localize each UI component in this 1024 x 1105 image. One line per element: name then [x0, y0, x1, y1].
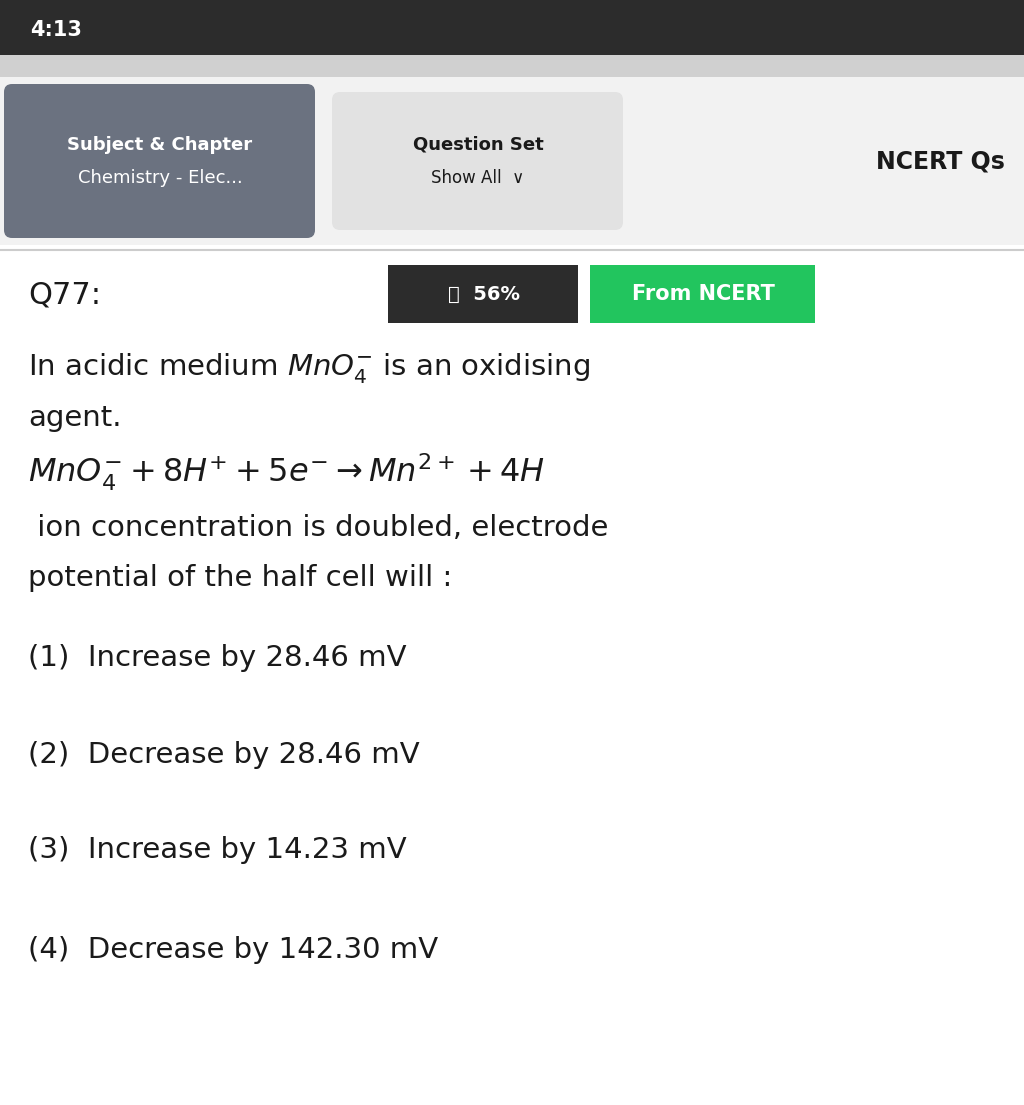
- Text: (1)  Increase by 28.46 mV: (1) Increase by 28.46 mV: [28, 644, 407, 672]
- Text: agent.: agent.: [28, 404, 122, 432]
- Text: Show All  ∨: Show All ∨: [431, 169, 524, 187]
- Text: From NCERT: From NCERT: [632, 284, 774, 304]
- Text: ion concentration is doubled, electrode: ion concentration is doubled, electrode: [28, 514, 608, 541]
- FancyBboxPatch shape: [0, 77, 1024, 245]
- Text: $MnO_4^{-} + 8H^{+} + 5e^{-} \rightarrow Mn^{2+} + 4H$: $MnO_4^{-} + 8H^{+} + 5e^{-} \rightarrow…: [28, 451, 545, 493]
- Text: 👍  56%: 👍 56%: [449, 284, 520, 304]
- Text: In acidic medium $MnO_4^{-}$ is an oxidising: In acidic medium $MnO_4^{-}$ is an oxidi…: [28, 351, 590, 385]
- FancyBboxPatch shape: [332, 92, 623, 230]
- Text: 4:13: 4:13: [30, 20, 82, 40]
- FancyBboxPatch shape: [590, 265, 815, 323]
- FancyBboxPatch shape: [0, 55, 1024, 77]
- FancyBboxPatch shape: [4, 84, 315, 238]
- Text: (2)  Decrease by 28.46 mV: (2) Decrease by 28.46 mV: [28, 741, 420, 769]
- Text: potential of the half cell will :: potential of the half cell will :: [28, 564, 453, 592]
- Text: NCERT Qs: NCERT Qs: [877, 150, 1005, 173]
- FancyBboxPatch shape: [388, 265, 578, 323]
- Text: Subject & Chapter: Subject & Chapter: [68, 136, 253, 154]
- Text: Question Set: Question Set: [413, 136, 544, 154]
- Text: (4)  Decrease by 142.30 mV: (4) Decrease by 142.30 mV: [28, 936, 438, 964]
- Text: Chemistry - Elec...: Chemistry - Elec...: [78, 169, 243, 187]
- Text: (3)  Increase by 14.23 mV: (3) Increase by 14.23 mV: [28, 836, 407, 864]
- Text: Q77:: Q77:: [28, 281, 101, 309]
- FancyBboxPatch shape: [0, 0, 1024, 55]
